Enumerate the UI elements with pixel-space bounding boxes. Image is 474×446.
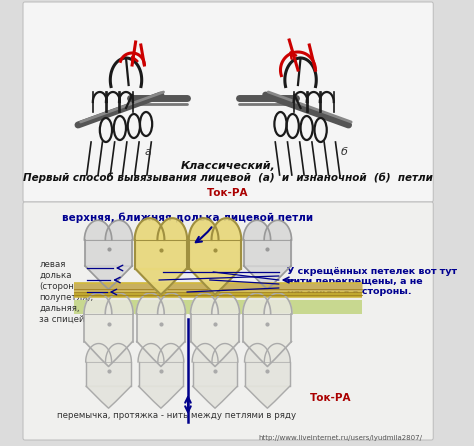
Polygon shape [84, 220, 112, 240]
Polygon shape [86, 362, 131, 386]
Polygon shape [158, 293, 185, 314]
Polygon shape [105, 293, 133, 314]
Polygon shape [212, 343, 238, 362]
Polygon shape [189, 268, 241, 295]
Polygon shape [86, 386, 131, 408]
Polygon shape [192, 386, 237, 408]
Text: Ток-РА: Ток-РА [310, 393, 352, 403]
Polygon shape [264, 293, 292, 314]
Polygon shape [191, 314, 239, 342]
FancyBboxPatch shape [73, 300, 362, 314]
Polygon shape [211, 218, 241, 240]
Text: б: б [341, 147, 347, 157]
Polygon shape [264, 343, 290, 362]
Polygon shape [189, 218, 219, 240]
Polygon shape [245, 386, 290, 408]
Polygon shape [84, 342, 133, 367]
Text: расходятся в стороны.: расходятся в стороны. [287, 288, 412, 297]
Polygon shape [138, 386, 183, 408]
Polygon shape [243, 220, 271, 240]
Polygon shape [243, 342, 292, 367]
Text: нити перекрещены, а не: нити перекрещены, а не [287, 277, 423, 286]
Polygon shape [85, 240, 132, 266]
Polygon shape [137, 314, 185, 342]
Polygon shape [84, 293, 112, 314]
Polygon shape [138, 343, 164, 362]
Polygon shape [192, 362, 237, 386]
Text: Классический,: Классический, [181, 161, 275, 171]
Text: а: а [145, 147, 151, 157]
Text: перемычка, протяжка - нить между петлями в ряду: перемычка, протяжка - нить между петлями… [57, 410, 296, 420]
Polygon shape [135, 240, 187, 268]
Polygon shape [105, 220, 133, 240]
Polygon shape [244, 240, 291, 266]
Text: левая
долька
(сторона,
полупетля);
дальняя,
за спицей: левая долька (сторона, полупетля); дальн… [39, 260, 94, 324]
Polygon shape [243, 314, 292, 342]
Polygon shape [245, 362, 290, 386]
Polygon shape [158, 343, 184, 362]
Text: У скрещённых петелек вот тут: У скрещённых петелек вот тут [287, 268, 457, 277]
Polygon shape [84, 314, 133, 342]
Polygon shape [137, 293, 164, 314]
Polygon shape [191, 293, 219, 314]
Text: Первый способ вывязывания лицевой  (а)  и  изнаночной  (б)  петли: Первый способ вывязывания лицевой (а) и … [23, 173, 433, 183]
Polygon shape [86, 343, 111, 362]
Text: верхняя, ближняя долька лицевой петли: верхняя, ближняя долька лицевой петли [62, 213, 313, 223]
Polygon shape [212, 293, 239, 314]
Polygon shape [137, 342, 185, 367]
FancyBboxPatch shape [23, 2, 433, 202]
Polygon shape [157, 218, 187, 240]
Polygon shape [138, 362, 183, 386]
FancyBboxPatch shape [23, 202, 433, 440]
Polygon shape [192, 343, 218, 362]
Polygon shape [191, 342, 239, 367]
Text: http://www.liveinternet.ru/users/lyudmila2807/: http://www.liveinternet.ru/users/lyudmil… [259, 435, 423, 441]
Polygon shape [244, 266, 291, 289]
Polygon shape [189, 240, 241, 268]
Text: Ток-РА: Ток-РА [207, 188, 249, 198]
Polygon shape [243, 293, 271, 314]
Polygon shape [135, 218, 164, 240]
Polygon shape [245, 343, 271, 362]
Polygon shape [85, 266, 132, 289]
Polygon shape [106, 343, 131, 362]
Polygon shape [264, 220, 292, 240]
Polygon shape [135, 268, 187, 295]
